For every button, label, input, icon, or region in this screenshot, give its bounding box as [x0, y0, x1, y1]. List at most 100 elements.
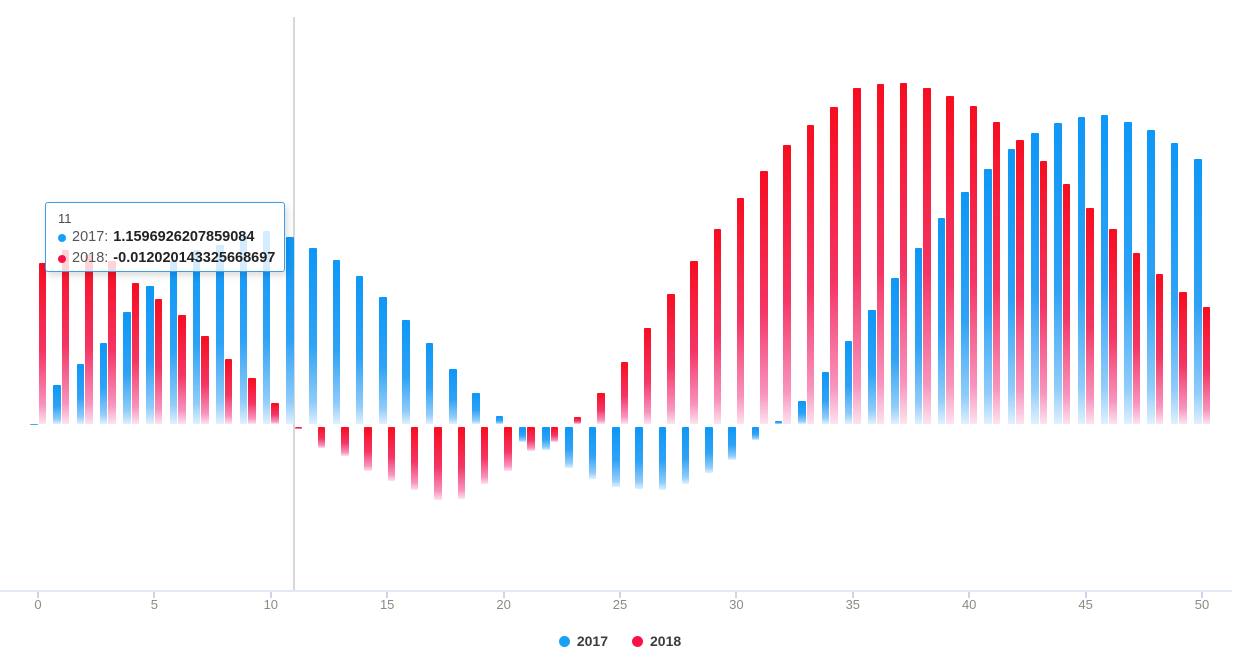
bar-2018-x28[interactable]	[690, 261, 698, 425]
bar-2018-x4[interactable]	[131, 282, 140, 425]
bar-2018-x45[interactable]	[1086, 207, 1094, 425]
bar-2018-x49[interactable]	[1179, 292, 1187, 425]
bar-2017-x4[interactable]	[123, 311, 131, 425]
bar-2018-x23[interactable]	[573, 417, 582, 425]
bar-2018-x17[interactable]	[434, 427, 442, 501]
bar-2018-x42[interactable]	[1016, 139, 1024, 425]
bar-2018-x3[interactable]	[108, 261, 116, 425]
legend-item-2017[interactable]: 2017	[558, 633, 608, 649]
bar-2017-x42[interactable]	[1007, 149, 1016, 425]
bar-2018-x48[interactable]	[1155, 274, 1164, 425]
bar-2017-x30[interactable]	[728, 427, 736, 460]
bar-2018-x7[interactable]	[201, 336, 209, 425]
bar-2017-x41[interactable]	[984, 168, 992, 425]
bar-2018-x47[interactable]	[1132, 253, 1141, 425]
bar-2017-x2[interactable]	[76, 363, 85, 425]
bar-2018-x10[interactable]	[271, 402, 279, 425]
bar-2018-x13[interactable]	[341, 427, 349, 457]
bar-2017-x46[interactable]	[1100, 115, 1109, 425]
bar-2017-x39[interactable]	[937, 217, 946, 425]
bar-2017-x31[interactable]	[751, 427, 760, 441]
bar-2018-x41[interactable]	[992, 121, 1001, 425]
bar-2018-x29[interactable]	[713, 228, 722, 425]
bar-2018-x38[interactable]	[923, 87, 931, 425]
bar-2017-x3[interactable]	[99, 342, 108, 425]
bar-2017-x23[interactable]	[565, 427, 573, 468]
bar-2018-x24[interactable]	[597, 393, 605, 425]
bar-2017-x5[interactable]	[146, 285, 154, 425]
bar-2017-x27[interactable]	[658, 427, 667, 491]
bar-2017-x0[interactable]	[30, 423, 38, 425]
bar-2017-x21[interactable]	[518, 427, 527, 442]
bar-2017-x10[interactable]	[262, 230, 271, 425]
bar-2017-x49[interactable]	[1170, 142, 1179, 425]
bar-2017-x7[interactable]	[192, 250, 201, 425]
bar-2018-x32[interactable]	[783, 144, 791, 425]
bar-2017-x29[interactable]	[705, 427, 713, 473]
bar-2017-x14[interactable]	[355, 276, 364, 425]
bar-2018-x22[interactable]	[550, 427, 559, 442]
bar-2017-x9[interactable]	[239, 235, 248, 425]
bar-2018-x33[interactable]	[806, 125, 815, 425]
bar-2018-x12[interactable]	[317, 427, 326, 449]
bar-2017-x25[interactable]	[612, 427, 620, 488]
bar-2017-x1[interactable]	[53, 384, 61, 425]
bar-2018-x27[interactable]	[667, 293, 675, 425]
bar-2017-x37[interactable]	[891, 277, 899, 425]
bar-2017-x32[interactable]	[774, 420, 783, 425]
bar-2018-x15[interactable]	[387, 427, 396, 481]
bar-2018-x26[interactable]	[643, 328, 652, 425]
bar-2017-x33[interactable]	[798, 401, 806, 425]
bar-2018-x0[interactable]	[38, 263, 46, 425]
bar-2017-x45[interactable]	[1077, 116, 1086, 425]
bar-2017-x40[interactable]	[961, 191, 969, 425]
bar-2018-x31[interactable]	[760, 170, 768, 425]
bar-2018-x9[interactable]	[248, 378, 256, 425]
bar-2018-x36[interactable]	[876, 84, 885, 425]
bar-2017-x36[interactable]	[868, 310, 876, 425]
bar-2018-x2[interactable]	[85, 254, 93, 425]
bar-2017-x13[interactable]	[332, 259, 341, 425]
bar-2017-x24[interactable]	[588, 427, 597, 480]
bar-2017-x28[interactable]	[681, 427, 690, 484]
bar-2018-x5[interactable]	[154, 298, 163, 425]
bar-2018-x19[interactable]	[480, 427, 489, 484]
bar-2017-x12[interactable]	[309, 248, 317, 425]
bar-2018-x40[interactable]	[969, 105, 978, 425]
bar-2018-x50[interactable]	[1202, 306, 1210, 425]
bar-2017-x22[interactable]	[542, 427, 550, 450]
bar-2017-x34[interactable]	[821, 371, 830, 425]
bar-2017-x26[interactable]	[635, 427, 643, 489]
bar-2018-x34[interactable]	[830, 107, 838, 425]
bar-2017-x18[interactable]	[449, 368, 457, 425]
bar-2017-x20[interactable]	[495, 415, 504, 425]
bar-2018-x14[interactable]	[364, 427, 372, 471]
bar-2017-x43[interactable]	[1031, 133, 1039, 425]
bar-2017-x44[interactable]	[1054, 123, 1062, 425]
bar-2017-x16[interactable]	[402, 319, 410, 425]
bar-2018-x8[interactable]	[224, 358, 233, 425]
bar-2017-x38[interactable]	[914, 248, 923, 425]
bar-2018-x39[interactable]	[946, 95, 954, 425]
bar-2018-x43[interactable]	[1039, 160, 1048, 425]
bar-2017-x35[interactable]	[844, 341, 853, 425]
bar-2017-x11[interactable]	[286, 237, 294, 425]
bar-2018-x37[interactable]	[899, 82, 908, 425]
bar-2018-x25[interactable]	[620, 362, 628, 425]
bar-2017-x19[interactable]	[472, 393, 480, 425]
bar-2018-x30[interactable]	[736, 198, 745, 425]
bar-2017-x48[interactable]	[1147, 129, 1155, 425]
bar-2018-x35[interactable]	[853, 87, 861, 425]
bar-2017-x6[interactable]	[169, 261, 178, 425]
bar-2017-x50[interactable]	[1194, 159, 1202, 425]
legend-item-2018[interactable]: 2018	[632, 633, 681, 649]
bar-2018-x20[interactable]	[504, 427, 512, 471]
bar-2018-x44[interactable]	[1062, 183, 1071, 425]
bar-2018-x6[interactable]	[178, 315, 186, 425]
bar-2017-x15[interactable]	[379, 297, 387, 425]
bar-2017-x17[interactable]	[425, 342, 434, 425]
bar-2017-x8[interactable]	[216, 245, 224, 425]
bar-2018-x11[interactable]	[294, 427, 303, 429]
bar-2018-x1[interactable]	[61, 250, 70, 425]
bar-2018-x21[interactable]	[527, 427, 535, 452]
